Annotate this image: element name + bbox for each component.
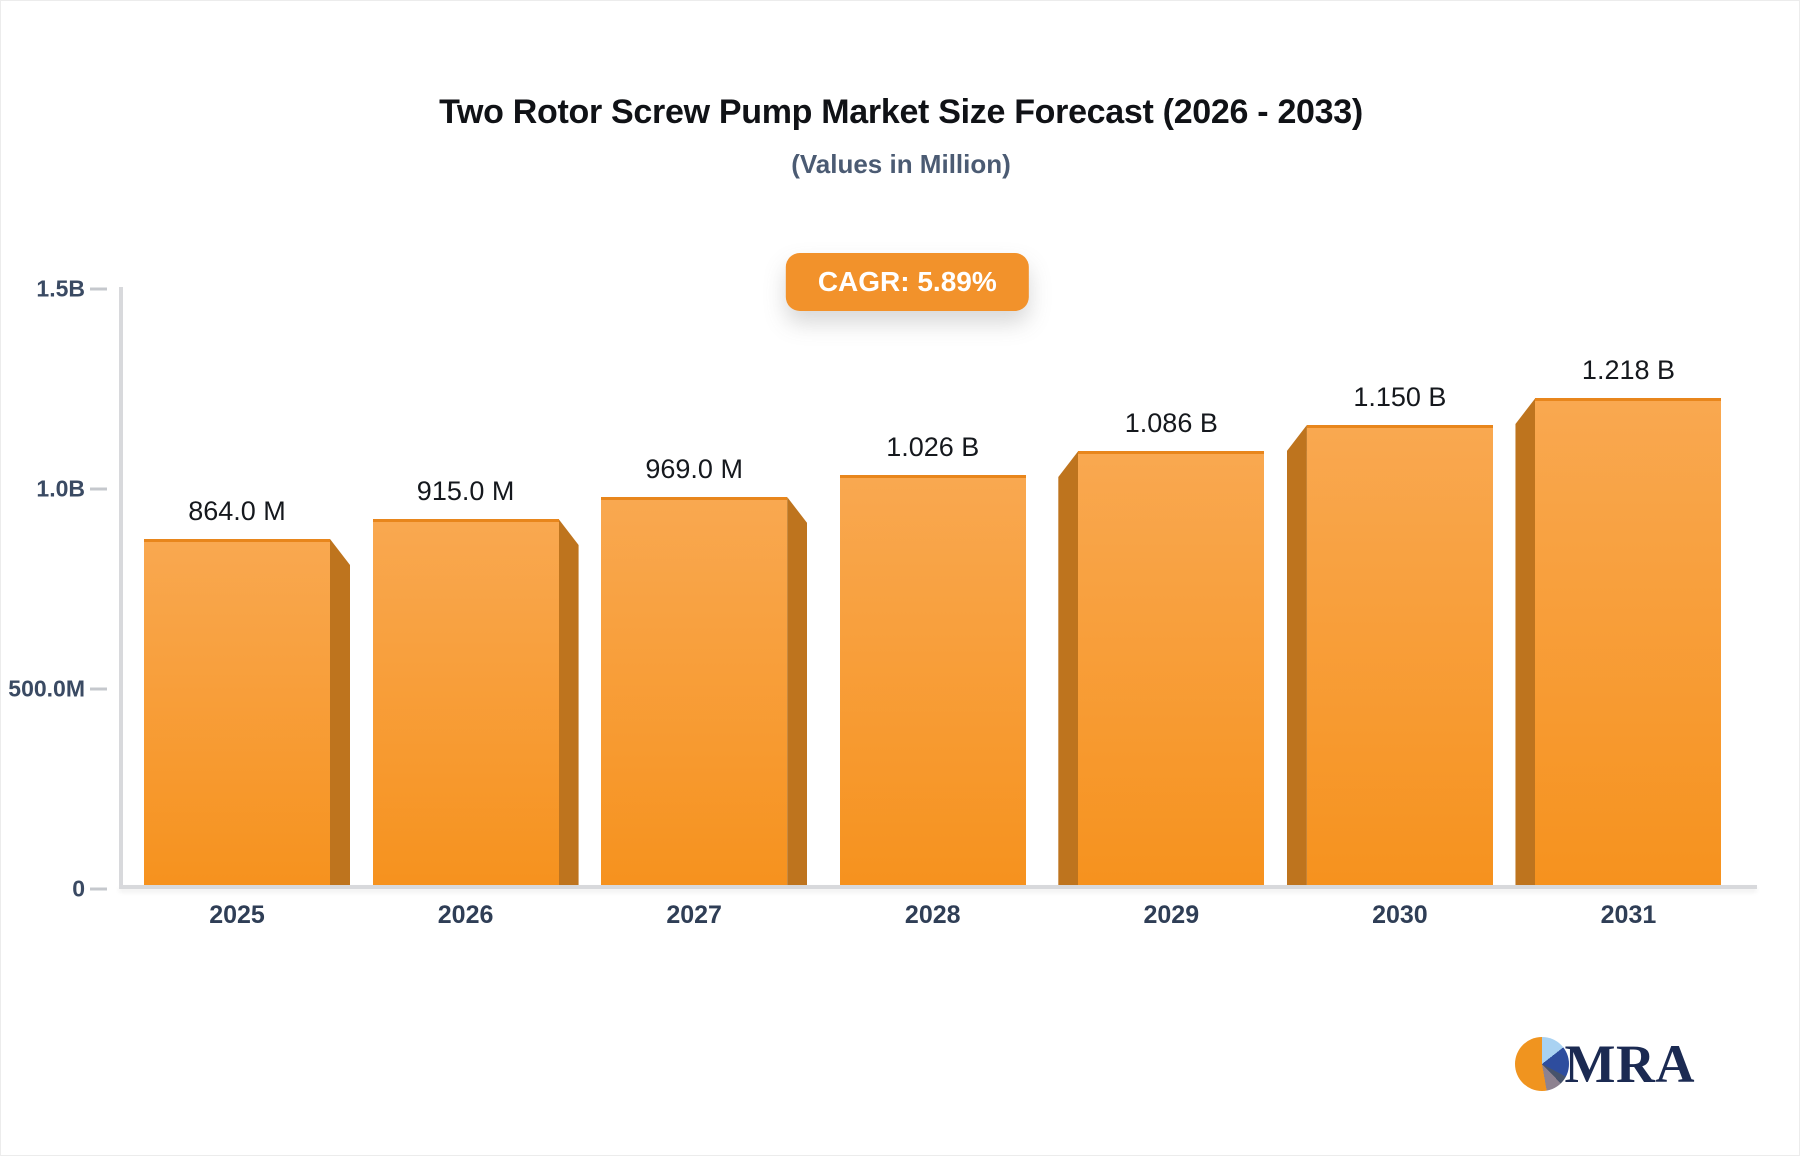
bar-face [839, 475, 1026, 885]
y-tick-label: 0 [72, 875, 85, 902]
bar-group-2026: 915.0 M 2026 [362, 289, 591, 929]
bar-side-shadow [558, 519, 579, 885]
bar-chart: 864.0 M 2025 915.0 M 2026 969.0 M 2027 1.026 B… [133, 289, 1733, 929]
bar-group-2025: 864.0 M 2025 [133, 289, 362, 929]
bar-face [601, 497, 788, 885]
y-tick-label: 1.0B [36, 475, 85, 502]
y-tick-label: 500.0M [8, 675, 85, 702]
bar-value-label: 969.0 M [645, 454, 743, 484]
x-tick-label: 2025 [209, 901, 265, 929]
bar-value-label: 1.218 B [1581, 355, 1675, 385]
x-tick-label: 2028 [904, 901, 961, 929]
bar-group-2031: 1.218 B 2031 [1504, 289, 1733, 929]
bar-value-label: 915.0 M [416, 476, 515, 506]
x-tick-label: 2029 [1143, 901, 1200, 929]
bar-face [372, 519, 559, 885]
bar-side-shadow [1286, 425, 1307, 885]
cagr-badge: CAGR: 5.89% [785, 253, 1029, 311]
y-axis-line [119, 287, 123, 889]
x-tick-label: 2026 [437, 901, 494, 929]
bar-side-shadow [330, 539, 350, 885]
bar-group-2029: 1.086 B 2029 [1047, 289, 1276, 929]
brand-logo: MRA [1514, 1034, 1695, 1094]
bar-value-label: 1.086 B [1124, 408, 1218, 438]
y-tick-dash [90, 687, 107, 691]
pie-chart-icon [1514, 1037, 1569, 1091]
bar-group-2030: 1.150 B 2030 [1276, 289, 1505, 929]
bar-group-2028: 1.026 B 2028 [819, 289, 1048, 929]
bar-side-shadow [787, 497, 808, 885]
bar-value-label: 1.026 B [886, 432, 980, 462]
page-title: Two Rotor Screw Pump Market Size Forecas… [439, 93, 1363, 131]
brand-text: MRA [1564, 1034, 1695, 1094]
bar-value-label: 864.0 M [188, 496, 286, 526]
bar-face [144, 539, 330, 885]
bar-side-shadow [1058, 451, 1079, 885]
x-axis-line [119, 885, 1757, 889]
y-tick-dash [90, 487, 107, 491]
bar-face [1078, 451, 1265, 885]
bar-face [1535, 398, 1722, 885]
y-tick-dash [90, 287, 107, 291]
bar-value-label: 1.150 B [1353, 382, 1447, 412]
bar-side-shadow [1515, 398, 1536, 885]
x-tick-label: 2027 [666, 901, 722, 929]
x-tick-label: 2030 [1372, 901, 1428, 929]
bar-group-2027: 969.0 M 2027 [590, 289, 819, 929]
y-tick-label: 1.5B [36, 275, 85, 302]
bar-face [1306, 425, 1493, 885]
y-axis: 0 500.0M 1.0B 1.5B [1, 276, 113, 902]
page-subtitle: (Values in Million) [791, 149, 1011, 179]
y-tick-dash [90, 887, 107, 891]
x-tick-label: 2031 [1600, 901, 1657, 929]
